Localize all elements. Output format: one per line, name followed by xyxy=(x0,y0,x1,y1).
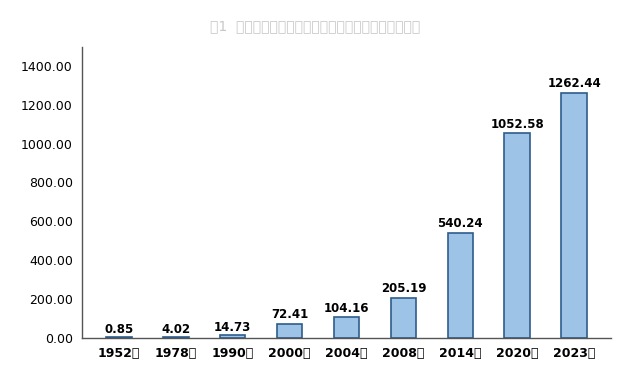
Bar xyxy=(277,324,302,338)
Text: 540.24: 540.24 xyxy=(438,217,483,230)
Bar xyxy=(561,93,587,338)
Text: 1262.44: 1262.44 xyxy=(547,77,601,90)
Text: 4.02: 4.02 xyxy=(161,323,190,336)
Text: 104.16: 104.16 xyxy=(324,302,369,315)
Text: 1052.58: 1052.58 xyxy=(490,118,544,131)
Text: 14.73: 14.73 xyxy=(214,321,251,334)
Bar xyxy=(391,298,416,338)
Bar xyxy=(447,233,473,338)
Bar xyxy=(220,335,246,338)
Bar xyxy=(163,337,188,338)
Text: 图1  新中国成立以来主要年份的国内生产总值（亿元）: 图1 新中国成立以来主要年份的国内生产总值（亿元） xyxy=(210,19,420,33)
Text: 72.41: 72.41 xyxy=(271,308,308,321)
Bar xyxy=(334,317,359,338)
Text: 0.85: 0.85 xyxy=(104,324,134,336)
Bar xyxy=(505,133,530,338)
Text: 205.19: 205.19 xyxy=(381,282,426,295)
